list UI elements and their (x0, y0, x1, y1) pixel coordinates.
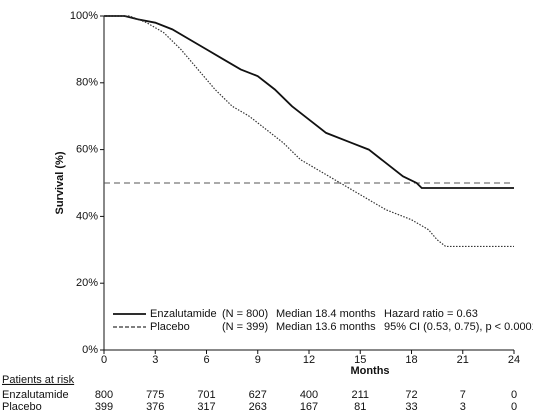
legend-label: Enzalutamide (150, 308, 217, 320)
survival-curve (104, 15, 514, 189)
risk-value: 627 (249, 389, 267, 401)
x-axis-label: Months (350, 365, 389, 377)
risk-value: 263 (249, 401, 267, 413)
risk-value: 33 (405, 401, 417, 413)
risk-value: 399 (95, 401, 113, 413)
x-tick-label: 6 (203, 354, 209, 366)
y-axis-label: Survival (%) (54, 151, 66, 214)
risk-value: 376 (146, 401, 164, 413)
risk-table-title: Patients at risk (2, 374, 75, 386)
risk-value: 7 (460, 389, 466, 401)
legend-median: Median 18.4 months (276, 308, 376, 320)
y-tick-label: 60% (76, 144, 98, 156)
x-tick-label: 0 (101, 354, 107, 366)
risk-value: 81 (354, 401, 366, 413)
risk-row-label: Enzalutamide (2, 389, 69, 401)
x-tick-label: 21 (457, 354, 469, 366)
risk-value: 0 (511, 389, 517, 401)
y-tick-label: 40% (76, 210, 98, 222)
risk-value: 167 (300, 401, 318, 413)
y-tick-label: 0% (82, 344, 98, 356)
legend-median: Median 13.6 months (276, 321, 376, 333)
legend-label: Placebo (150, 321, 190, 333)
legend-n: (N = 399) (222, 321, 268, 333)
risk-value: 775 (146, 389, 164, 401)
risk-value: 317 (197, 401, 215, 413)
risk-value: 0 (511, 401, 517, 413)
x-tick-label: 3 (152, 354, 158, 366)
x-tick-label: 12 (303, 354, 315, 366)
y-tick-label: 100% (70, 10, 98, 22)
legend-stat: 95% CI (0.53, 0.75), p < 0.0001 (384, 321, 533, 333)
risk-value: 400 (300, 389, 318, 401)
risk-value: 800 (95, 389, 113, 401)
survival-curve (104, 15, 514, 248)
x-tick-label: 15 (354, 354, 366, 366)
y-tick-label: 20% (76, 277, 98, 289)
risk-value: 3 (460, 401, 466, 413)
x-tick-label: 24 (508, 354, 520, 366)
y-tick-label: 80% (76, 77, 98, 89)
legend-stat: Hazard ratio = 0.63 (384, 308, 478, 320)
x-tick-label: 9 (255, 354, 261, 366)
risk-value: 701 (197, 389, 215, 401)
risk-value: 211 (351, 389, 369, 401)
x-tick-label: 18 (405, 354, 417, 366)
legend-n: (N = 800) (222, 308, 268, 320)
risk-value: 72 (405, 389, 417, 401)
risk-row-label: Placebo (2, 401, 42, 413)
